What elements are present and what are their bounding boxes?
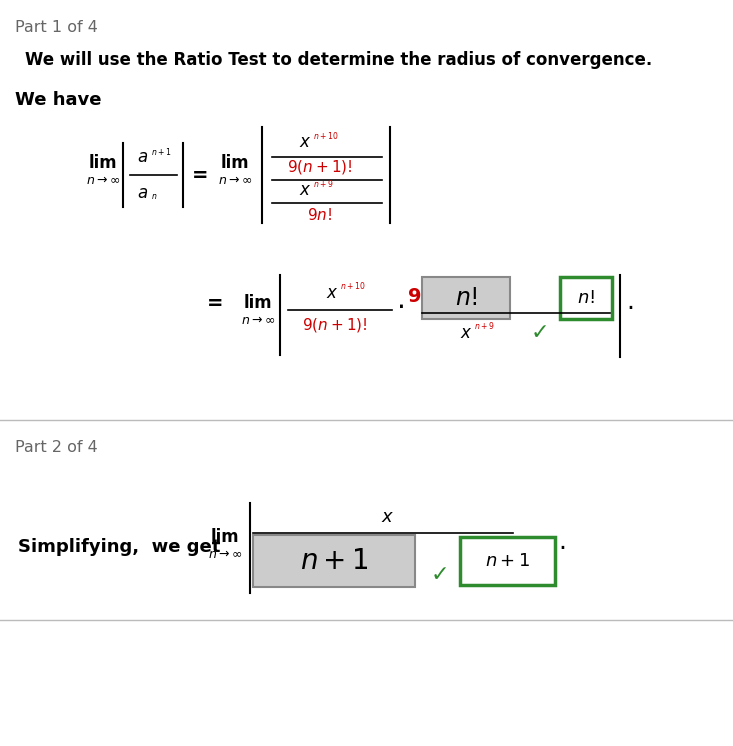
Text: $x$: $x$: [460, 324, 472, 342]
Text: Part 2 of 4: Part 2 of 4: [15, 440, 97, 456]
Text: $^{n+9}$: $^{n+9}$: [313, 180, 334, 190]
Text: =: =: [207, 293, 224, 313]
Text: lim: lim: [243, 294, 273, 312]
Text: $^{n + 10}$: $^{n + 10}$: [340, 282, 366, 292]
Text: ✓: ✓: [431, 565, 449, 585]
Text: $n!$: $n!$: [577, 289, 595, 307]
Text: $\cdot$: $\cdot$: [627, 295, 633, 319]
Text: lim: lim: [210, 528, 239, 546]
Text: $x$: $x$: [299, 133, 312, 151]
Text: $n+1$: $n+1$: [300, 547, 368, 575]
Text: $a$: $a$: [138, 184, 149, 202]
Text: Simplifying,  we get: Simplifying, we get: [18, 538, 221, 556]
Text: $n!$: $n!$: [454, 286, 477, 310]
Text: $\cdot$: $\cdot$: [396, 293, 404, 321]
Text: $a$: $a$: [138, 148, 149, 166]
Text: $x$: $x$: [325, 284, 338, 302]
FancyBboxPatch shape: [460, 537, 555, 585]
Text: $9(n + 1)!$: $9(n + 1)!$: [302, 316, 368, 334]
Text: $n \rightarrow \infty$: $n \rightarrow \infty$: [207, 548, 242, 562]
Text: $n+1$: $n+1$: [485, 552, 531, 570]
Text: $_{n+1}$: $_{n+1}$: [151, 147, 172, 159]
Text: $n \rightarrow \infty$: $n \rightarrow \infty$: [218, 175, 252, 187]
Text: $^{n+9}$: $^{n+9}$: [474, 322, 495, 332]
FancyBboxPatch shape: [560, 277, 612, 319]
Text: ✓: ✓: [531, 323, 549, 343]
Text: $\cdot$: $\cdot$: [559, 535, 566, 559]
Text: $n \rightarrow \infty$: $n \rightarrow \infty$: [241, 313, 275, 327]
Text: $x$: $x$: [299, 181, 312, 199]
Text: $9n!$: $9n!$: [307, 207, 333, 223]
Text: $n \rightarrow \infty$: $n \rightarrow \infty$: [86, 175, 120, 187]
Text: We have: We have: [15, 91, 101, 109]
Text: lim: lim: [221, 154, 249, 172]
Text: lim: lim: [89, 154, 117, 172]
Text: 9: 9: [408, 287, 421, 307]
Text: $9(n + 1)!$: $9(n + 1)!$: [287, 158, 353, 176]
Text: $x$: $x$: [381, 508, 394, 526]
FancyBboxPatch shape: [422, 277, 510, 319]
Text: $^{n+10}$: $^{n+10}$: [313, 132, 339, 142]
Text: $_{n}$: $_{n}$: [151, 192, 158, 202]
Text: Part 1 of 4: Part 1 of 4: [15, 20, 98, 36]
Text: We will use the Ratio Test to determine the radius of convergence.: We will use the Ratio Test to determine …: [25, 51, 652, 69]
FancyBboxPatch shape: [253, 535, 415, 587]
Text: =: =: [192, 166, 208, 184]
